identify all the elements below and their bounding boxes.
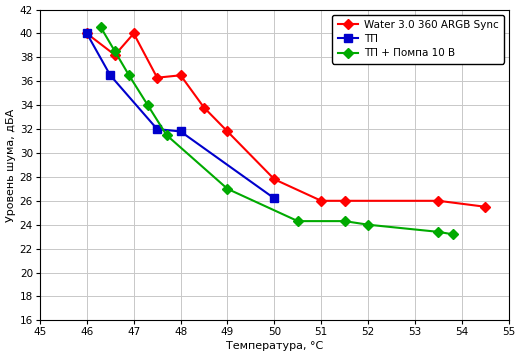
Line: Water 3.0 360 ARGB Sync: Water 3.0 360 ARGB Sync [83, 30, 489, 210]
ТП [271, 196, 278, 201]
Water 3.0 360 ARGB Sync [201, 105, 207, 110]
Water 3.0 360 ARGB Sync [436, 198, 442, 203]
Water 3.0 360 ARGB Sync [84, 31, 90, 36]
ТП [84, 31, 90, 36]
ТП + Помпа 10 В [98, 25, 104, 30]
ТП + Помпа 10 В [126, 73, 132, 77]
Water 3.0 360 ARGB Sync [342, 198, 348, 203]
ТП + Помпа 10 В [295, 219, 301, 223]
ТП + Помпа 10 В [342, 219, 348, 223]
Water 3.0 360 ARGB Sync [112, 53, 118, 57]
ТП + Помпа 10 В [436, 230, 442, 234]
ТП + Помпа 10 В [225, 187, 231, 191]
Water 3.0 360 ARGB Sync [131, 31, 137, 36]
Line: ТП + Помпа 10 В: ТП + Помпа 10 В [97, 24, 456, 238]
ТП [107, 73, 114, 77]
ТП + Помпа 10 В [365, 222, 371, 227]
Water 3.0 360 ARGB Sync [154, 76, 160, 80]
ТП + Помпа 10 В [145, 103, 151, 107]
ТП + Помпа 10 В [450, 232, 456, 236]
Water 3.0 360 ARGB Sync [482, 205, 489, 209]
Water 3.0 360 ARGB Sync [225, 129, 231, 134]
Water 3.0 360 ARGB Sync [318, 198, 325, 203]
ТП [178, 129, 184, 134]
ТП [154, 127, 160, 131]
Legend: Water 3.0 360 ARGB Sync, ТП, ТП + Помпа 10 В: Water 3.0 360 ARGB Sync, ТП, ТП + Помпа … [332, 15, 504, 64]
Water 3.0 360 ARGB Sync [178, 73, 184, 77]
Y-axis label: Уровень шума, дБА: Уровень шума, дБА [6, 108, 16, 222]
ТП + Помпа 10 В [112, 49, 118, 54]
X-axis label: Температура, °C: Температура, °C [226, 341, 323, 351]
Line: ТП: ТП [83, 29, 279, 202]
ТП + Помпа 10 В [164, 133, 170, 137]
Water 3.0 360 ARGB Sync [271, 177, 278, 181]
